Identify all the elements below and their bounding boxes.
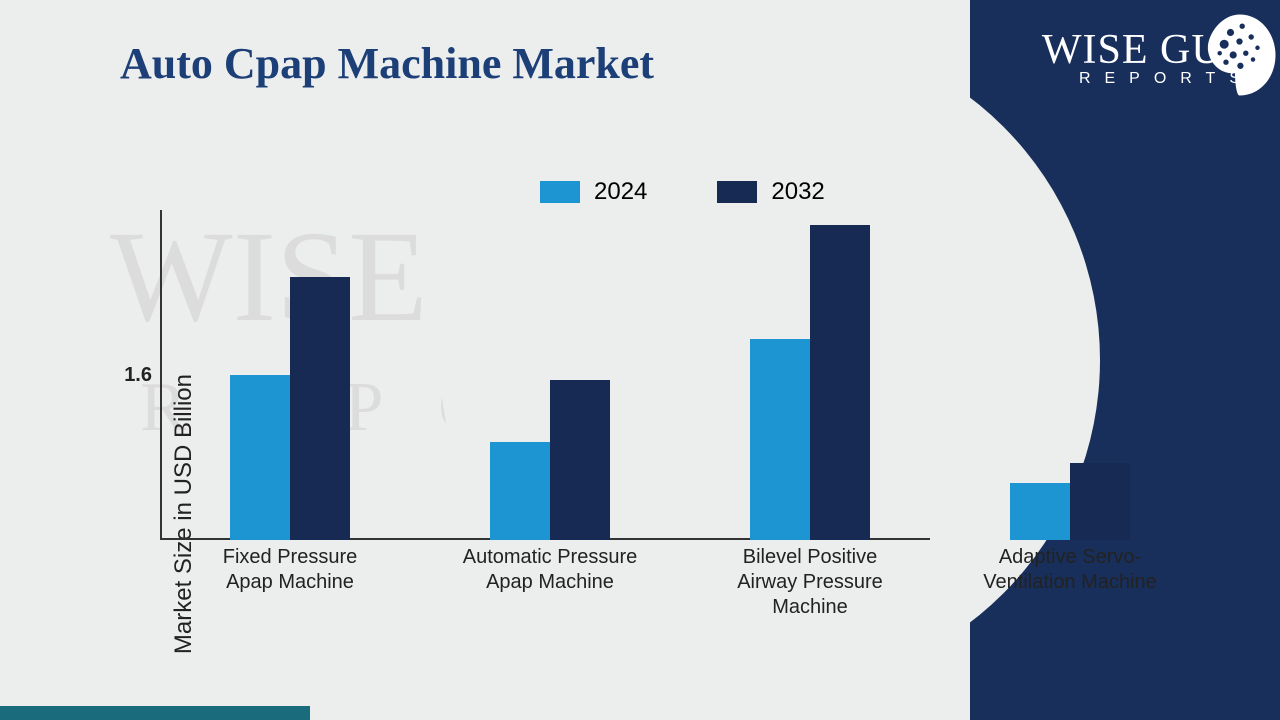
chart-canvas: WISE GUY R E P O R T S WISE GUY REPORTS … xyxy=(0,0,1280,720)
bar xyxy=(490,442,550,540)
legend-item: 2024 xyxy=(540,178,647,206)
legend-label: 2024 xyxy=(594,178,647,206)
bar xyxy=(550,380,610,540)
bar xyxy=(230,375,290,540)
bar xyxy=(1070,463,1130,540)
category-label: Automatic Pressure Apap Machine xyxy=(460,545,640,595)
bar xyxy=(750,339,810,540)
legend: 2024 2032 xyxy=(540,178,825,206)
bar xyxy=(810,225,870,540)
bottom-accent-bar xyxy=(0,706,310,720)
category-label: Fixed Pressure Apap Machine xyxy=(200,545,380,595)
chart-title: Auto Cpap Machine Market xyxy=(120,38,654,89)
legend-swatch xyxy=(717,181,757,203)
y-axis xyxy=(160,210,162,540)
plot-area: 1.6 xyxy=(100,210,920,540)
legend-label: 2032 xyxy=(771,178,824,206)
legend-swatch xyxy=(540,181,580,203)
bar xyxy=(290,277,350,540)
brand-head-icon xyxy=(1190,10,1280,100)
legend-item: 2032 xyxy=(717,178,824,206)
category-label: Adaptive Servo-Ventilation Machine xyxy=(980,545,1160,595)
category-label: Bilevel Positive Airway Pressure Machine xyxy=(720,545,900,620)
y-tick-label: 1.6 xyxy=(102,364,152,387)
bar xyxy=(1010,483,1070,540)
